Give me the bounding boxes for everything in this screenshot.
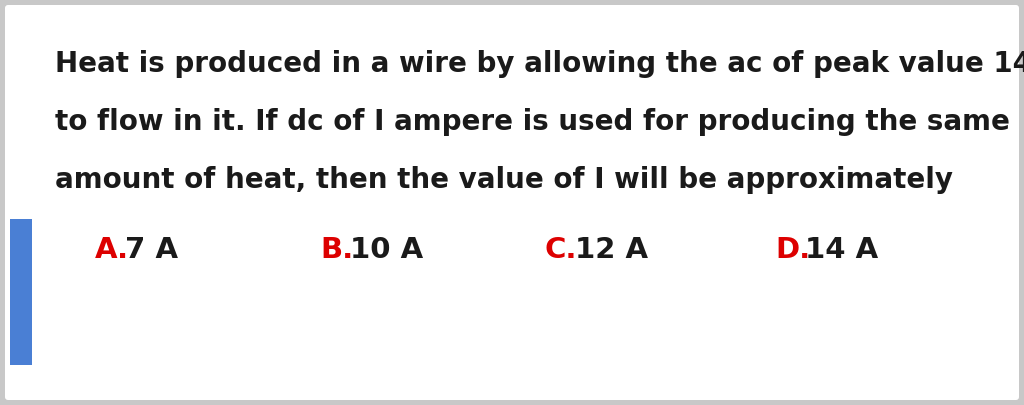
Bar xyxy=(10,219,32,364)
Text: 14 A: 14 A xyxy=(805,236,879,264)
Text: Heat is produced in a wire by allowing the ac of peak value 14 A: Heat is produced in a wire by allowing t… xyxy=(55,50,1024,78)
Text: B.: B. xyxy=(319,236,353,264)
Text: D.: D. xyxy=(775,236,810,264)
Text: to flow in it. If dc of I ampere is used for producing the same: to flow in it. If dc of I ampere is used… xyxy=(55,108,1010,136)
Text: 10 A: 10 A xyxy=(350,236,423,264)
Text: A.: A. xyxy=(95,236,129,264)
Text: 12 A: 12 A xyxy=(575,236,648,264)
Text: 7 A: 7 A xyxy=(125,236,178,264)
FancyBboxPatch shape xyxy=(5,5,1019,400)
Text: amount of heat, then the value of I will be approximately: amount of heat, then the value of I will… xyxy=(55,166,953,194)
Text: C.: C. xyxy=(545,236,578,264)
